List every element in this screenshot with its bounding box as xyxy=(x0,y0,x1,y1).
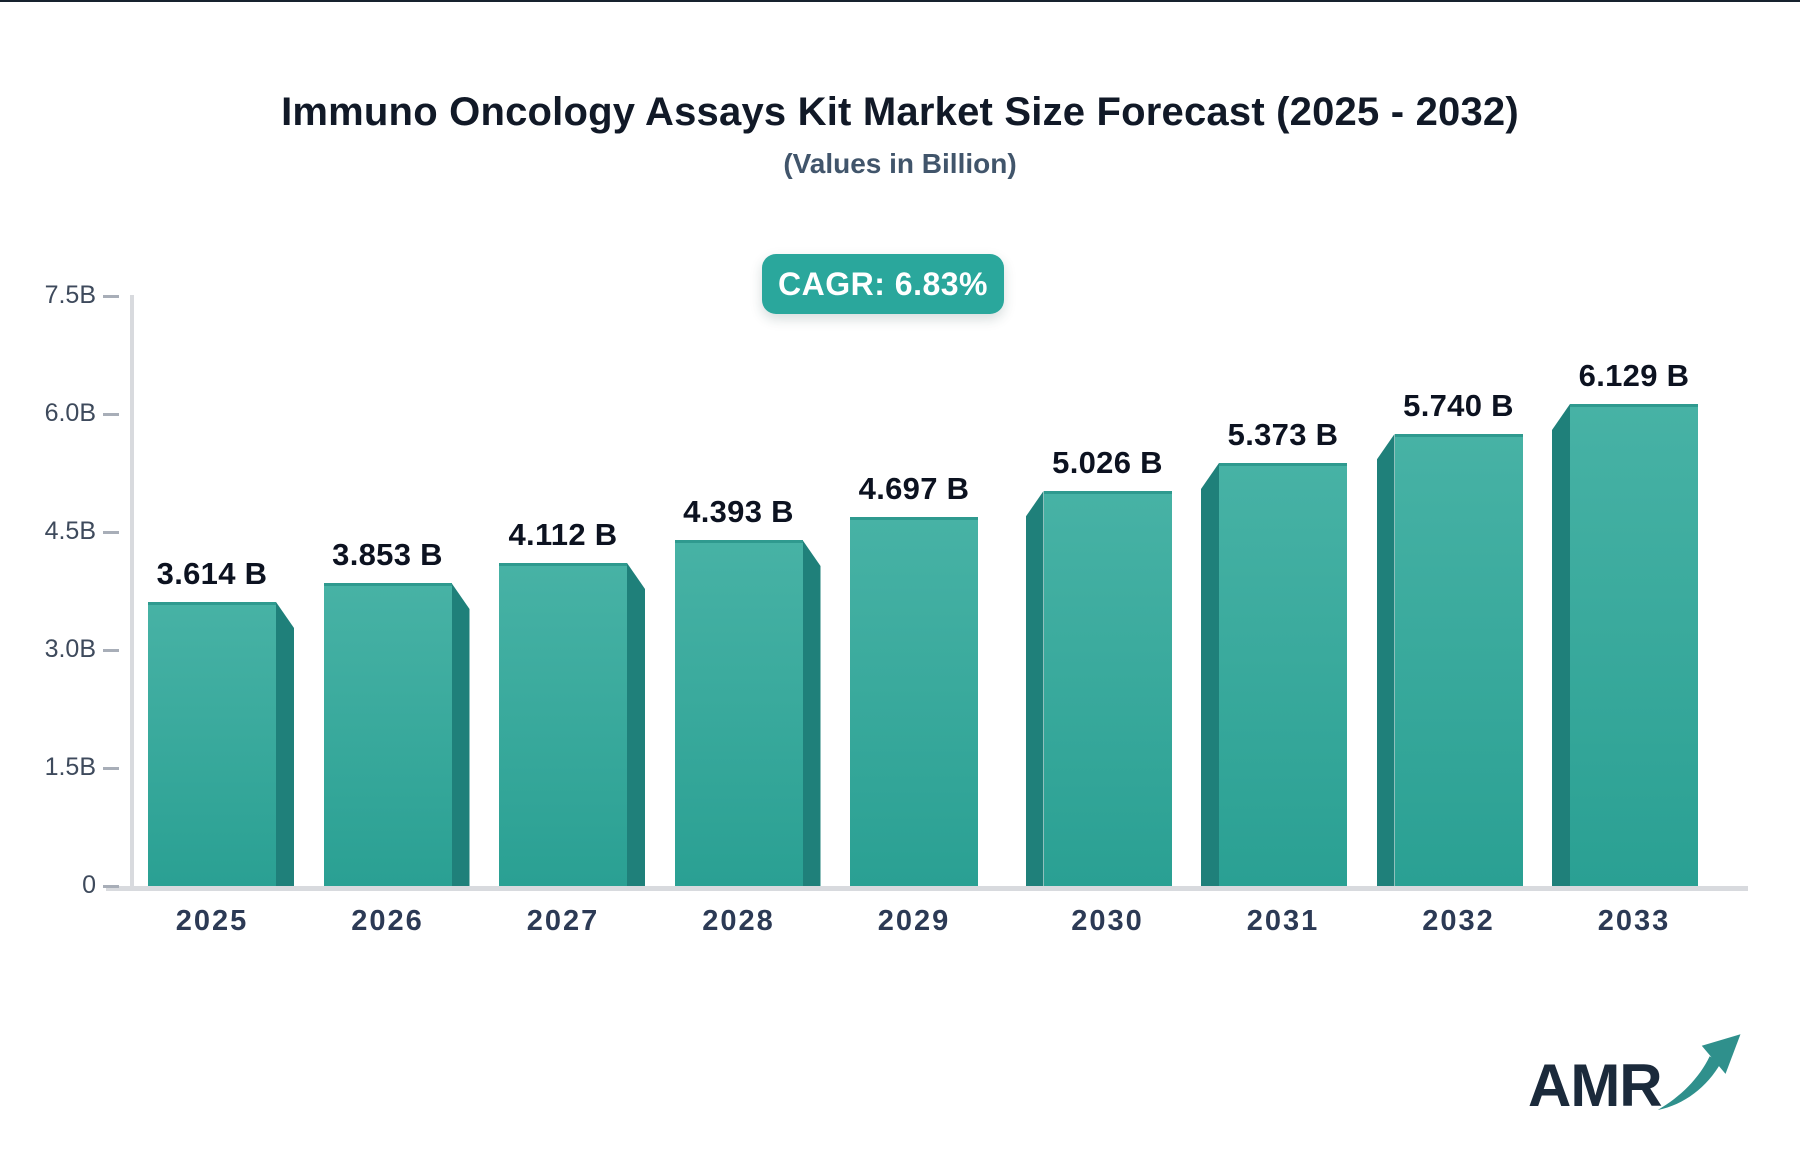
y-tick-mark xyxy=(103,649,119,652)
bar-side-shadow xyxy=(451,583,470,886)
bar-2030[interactable] xyxy=(1025,491,1172,886)
x-axis-label: 2026 xyxy=(351,905,424,937)
bar-2027[interactable] xyxy=(499,563,645,886)
x-axis-label: 2030 xyxy=(1071,905,1144,937)
y-tick-label: 3.0B xyxy=(44,635,96,663)
bar-face xyxy=(674,540,803,886)
bar-side-shadow xyxy=(627,563,645,886)
x-axis-label: 2033 xyxy=(1597,905,1671,937)
bar-2026[interactable] xyxy=(323,583,470,886)
x-axis-line xyxy=(106,886,1748,891)
y-tick-mark xyxy=(103,413,119,416)
bar-2025[interactable] xyxy=(148,602,294,886)
bar-2028[interactable] xyxy=(674,540,821,886)
bar-value-label: 5.740 B xyxy=(1403,388,1514,423)
x-axis-label: 2031 xyxy=(1246,905,1320,937)
bar-side-shadow xyxy=(276,602,294,886)
bar-2029[interactable] xyxy=(850,517,978,886)
y-tick-mark xyxy=(103,767,119,770)
bar-value-label: 6.129 B xyxy=(1578,358,1690,393)
bar-value-label: 5.026 B xyxy=(1052,445,1163,480)
y-tick-mark xyxy=(103,531,119,534)
y-tick-mark xyxy=(103,295,119,298)
bar-value-label: 3.853 B xyxy=(332,537,443,572)
bar-value-label: 4.112 B xyxy=(508,517,618,552)
y-tick-label: 6.0B xyxy=(44,399,96,427)
bar-side-shadow xyxy=(802,540,821,886)
bar-face xyxy=(1219,463,1347,886)
bar-side-shadow xyxy=(1201,463,1219,886)
bar-value-label: 4.697 B xyxy=(858,471,970,506)
bar-face xyxy=(323,583,452,886)
bar-side-shadow xyxy=(1552,404,1570,886)
bar-2032[interactable] xyxy=(1376,434,1523,886)
amr-logo: AMR xyxy=(1528,1032,1744,1116)
growth-arrow-icon xyxy=(1657,1034,1741,1110)
bar-value-label: 4.393 B xyxy=(683,494,794,529)
bar-side-shadow xyxy=(1025,491,1044,886)
x-axis-label: 2032 xyxy=(1422,905,1495,937)
chart-subtitle: (Values in Billion) xyxy=(783,148,1017,179)
bar-face xyxy=(1570,404,1698,886)
y-tick-label: 0 xyxy=(82,871,96,899)
bar-value-label: 5.373 B xyxy=(1227,417,1339,452)
y-tick-label: 1.5B xyxy=(44,753,96,781)
bar-face xyxy=(148,602,276,886)
bar-value-label: 3.614 B xyxy=(156,556,268,591)
bar-2033[interactable] xyxy=(1552,404,1698,886)
bar-face xyxy=(499,563,627,886)
bar-2031[interactable] xyxy=(1201,463,1347,886)
bar-face xyxy=(1043,491,1172,886)
cagr-badge: CAGR: 6.83% xyxy=(762,254,1004,314)
x-axis-label: 2025 xyxy=(175,905,249,937)
y-axis-line xyxy=(130,295,134,886)
x-axis-label: 2028 xyxy=(702,905,775,937)
x-axis-label: 2029 xyxy=(877,905,951,937)
chart-title: Immuno Oncology Assays Kit Market Size F… xyxy=(281,90,1519,134)
amr-logo-text: AMR xyxy=(1528,1052,1663,1119)
bar-side-shadow xyxy=(1376,434,1395,886)
y-tick-label: 4.5B xyxy=(44,517,96,545)
bar-face xyxy=(850,517,978,886)
bar-face xyxy=(1394,434,1523,886)
x-axis-label: 2027 xyxy=(526,905,600,937)
y-tick-label: 7.5B xyxy=(44,281,96,309)
y-tick-mark xyxy=(103,885,119,888)
